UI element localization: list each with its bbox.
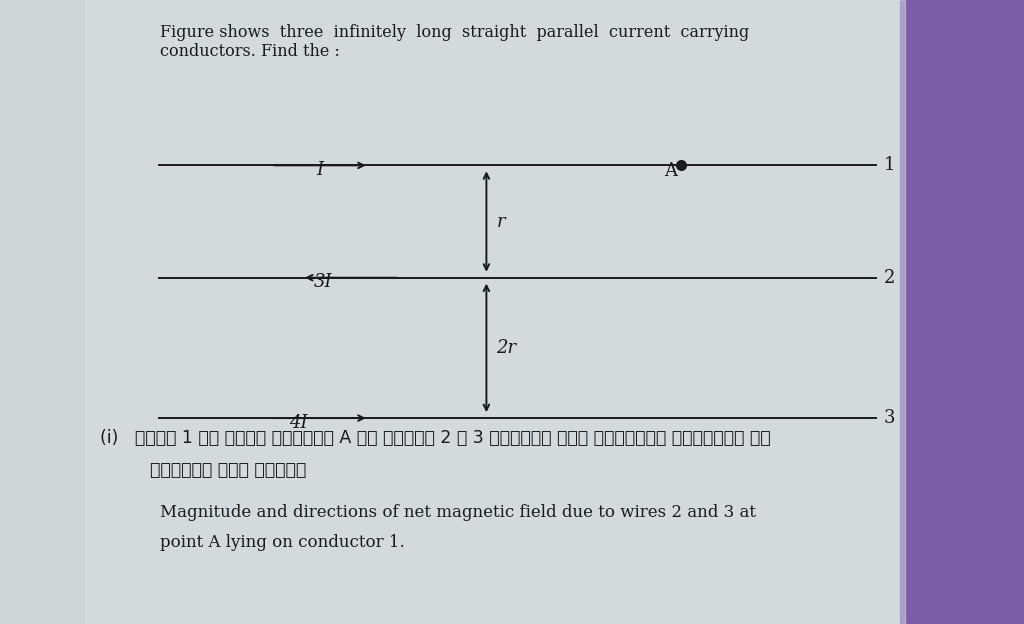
Text: परिमाण एवं दिशा।: परिमाण एवं दिशा। xyxy=(150,461,306,479)
Text: 2r: 2r xyxy=(497,339,516,357)
Text: point A lying on conductor 1.: point A lying on conductor 1. xyxy=(160,534,404,551)
Bar xyxy=(900,0,1024,624)
Text: A: A xyxy=(665,162,678,180)
Text: (i)   चालक 1 के किसी बिन्दु A पर तारों 2 व 3 द्वारा कुल चुंबकीय क्षेत्र का: (i) चालक 1 के किसी बिन्दु A पर तारों 2 व… xyxy=(100,429,771,447)
Text: 2: 2 xyxy=(884,269,895,286)
Text: I: I xyxy=(316,162,324,179)
Text: 3: 3 xyxy=(884,409,895,427)
Text: Figure shows  three  infinitely  long  straight  parallel  current  carrying: Figure shows three infinitely long strai… xyxy=(160,24,750,41)
Bar xyxy=(85,0,905,624)
Text: 1: 1 xyxy=(884,157,895,174)
Text: Magnitude and directions of net magnetic field due to wires 2 and 3 at: Magnitude and directions of net magnetic… xyxy=(160,504,756,521)
Bar xyxy=(0,0,900,624)
Text: conductors. Find the :: conductors. Find the : xyxy=(160,43,340,60)
Text: 3I: 3I xyxy=(314,273,333,291)
Text: 4I: 4I xyxy=(290,414,308,432)
Text: r: r xyxy=(497,213,505,230)
